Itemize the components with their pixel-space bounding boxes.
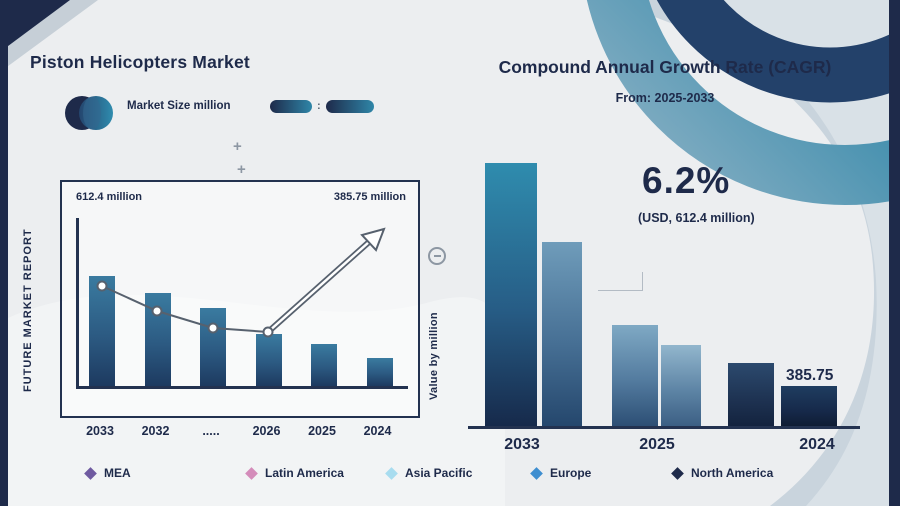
legend-item-mea: MEA <box>84 466 131 480</box>
value-by-million-label: Value by million <box>428 312 440 400</box>
legend-label: Europe <box>550 466 592 480</box>
cagr-bar-5 <box>728 363 774 428</box>
cagr-bar-2 <box>542 242 582 428</box>
legend-label: Asia Pacific <box>405 466 473 480</box>
decor-colon: : <box>317 100 321 112</box>
legend: MEA Latin America Asia Pacific Europe North … <box>0 466 900 486</box>
cagr-bar-1 <box>485 163 537 428</box>
market-size-bar-4 <box>255 334 282 386</box>
legend-item-asia-pacific: Asia Pacific <box>385 466 473 480</box>
future-market-report-label: FUTURE MARKET REPORT <box>22 228 34 392</box>
market-size-bar-5 <box>311 344 337 386</box>
cagr-value: 6.2% <box>642 160 731 201</box>
cagr-title: Compound Annual Growth Rate (CAGR) <box>498 57 832 77</box>
plus-icon: + <box>233 138 242 155</box>
cagr-annotation-385: 385.75 <box>786 367 834 384</box>
left-chart-bars <box>62 182 418 416</box>
legend-label: Latin America <box>265 466 344 480</box>
cagr-x-label-2024: 2024 <box>799 436 835 453</box>
decor-corner-bracket <box>598 272 643 291</box>
plus-icon: + <box>237 161 246 178</box>
decor-pill <box>270 100 312 113</box>
legend-diamond-icon <box>84 466 97 480</box>
legend-item-latin-america: Latin America <box>245 466 344 480</box>
market-size-bar-1 <box>89 276 115 386</box>
legend-item-europe: Europe <box>530 466 592 480</box>
legend-label: North America <box>691 466 774 480</box>
cagr-bar-6 <box>781 386 837 428</box>
decor-pills: : <box>270 100 374 113</box>
cagr-x-label-2025: 2025 <box>639 436 675 453</box>
cagr-bar-4 <box>661 345 701 428</box>
value-label-left: 612.4 million <box>76 191 143 203</box>
legend-diamond-icon <box>530 466 543 480</box>
right-chart-xlabels: 2033 2025 2024 <box>0 436 900 456</box>
legend-item-north-america: North America <box>671 466 774 480</box>
market-size-label: Market Size million <box>127 100 231 112</box>
cagr-x-label-2033: 2033 <box>504 436 540 453</box>
right-chart-baseline <box>468 426 860 429</box>
decor-pill <box>325 100 374 113</box>
market-size-bar-2 <box>144 293 171 386</box>
market-size-bar-3 <box>200 308 226 386</box>
legend-diamond-icon <box>671 466 684 480</box>
legend-diamond-icon <box>385 466 398 480</box>
page-title: Piston Helicopters Market <box>30 52 250 72</box>
value-label-right: 385.75 million <box>333 191 406 203</box>
market-size-bar-6 <box>366 358 393 386</box>
cagr-caption: (USD, 612.4 million) <box>638 211 755 225</box>
left-border-strip <box>0 0 8 506</box>
right-border-strip <box>889 0 900 506</box>
market-size-chart: 612.4 million 385.75 million <box>60 180 420 418</box>
legend-diamond-icon <box>245 466 258 480</box>
circle-minus-icon <box>428 247 446 265</box>
market-size-cylinder-icon <box>62 93 120 138</box>
legend-label: MEA <box>104 466 131 480</box>
cagr-bar-3 <box>612 325 658 428</box>
cagr-subtitle: From: 2025-2033 <box>615 91 715 105</box>
